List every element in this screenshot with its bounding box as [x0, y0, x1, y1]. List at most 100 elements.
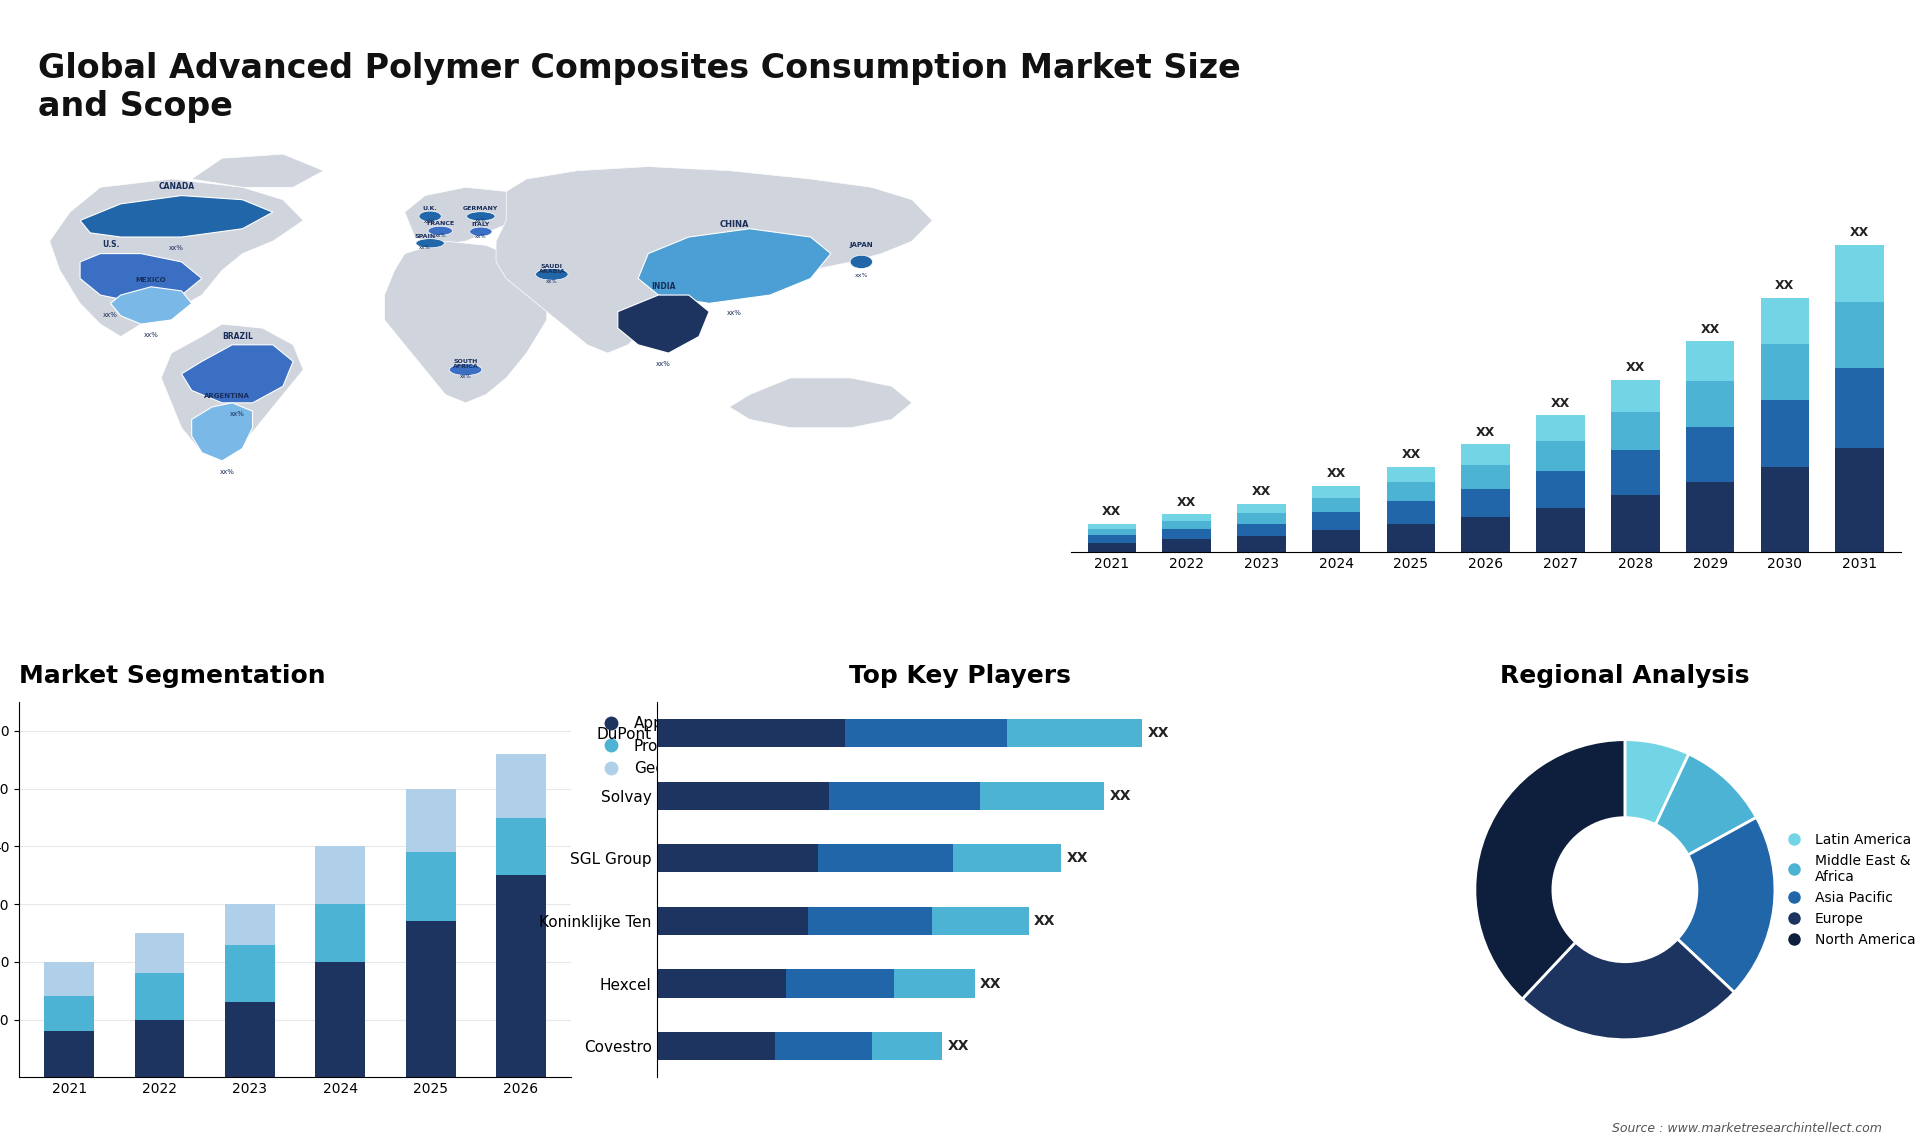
Bar — [657, 845, 818, 872]
Bar — [134, 933, 184, 973]
Text: ARABIA: ARABIA — [538, 268, 564, 274]
Text: U.K.: U.K. — [422, 206, 438, 211]
Text: INDIA: INDIA — [651, 282, 676, 291]
Bar — [1087, 524, 1137, 528]
Ellipse shape — [536, 268, 568, 280]
Title: Regional Analysis: Regional Analysis — [1500, 664, 1749, 688]
Text: Market Segmentation: Market Segmentation — [19, 664, 326, 688]
Bar — [1386, 524, 1436, 552]
Legend: Latin America, Middle East &
Africa, Asia Pacific, Europe, North America: Latin America, Middle East & Africa, Asi… — [1774, 827, 1920, 952]
Text: XX: XX — [1551, 397, 1571, 410]
Ellipse shape — [419, 211, 442, 221]
Ellipse shape — [467, 212, 495, 221]
Text: ARGENTINA: ARGENTINA — [204, 393, 250, 399]
Bar — [1087, 528, 1137, 535]
Text: AFRICA: AFRICA — [453, 364, 478, 369]
Text: GERMANY: GERMANY — [463, 206, 499, 212]
Bar — [1236, 524, 1286, 536]
Text: xx%: xx% — [545, 278, 557, 283]
Bar — [1686, 482, 1734, 552]
Text: CANADA: CANADA — [157, 182, 194, 191]
Text: xx%: xx% — [459, 374, 472, 379]
Bar — [1761, 466, 1809, 552]
Bar — [1836, 245, 1884, 303]
Bar — [1386, 501, 1436, 524]
Bar — [1611, 449, 1659, 495]
Text: XX: XX — [1066, 851, 1089, 865]
Bar — [1087, 535, 1137, 542]
Text: xx%: xx% — [728, 309, 741, 315]
Ellipse shape — [428, 226, 453, 235]
Text: xx%: xx% — [419, 245, 430, 251]
Polygon shape — [81, 253, 202, 304]
Bar — [845, 720, 1008, 747]
Text: SOUTH: SOUTH — [453, 359, 478, 364]
Bar — [1836, 369, 1884, 448]
Bar — [1536, 508, 1584, 552]
Polygon shape — [81, 196, 273, 237]
Polygon shape — [618, 295, 708, 353]
Bar — [405, 921, 455, 1077]
Bar — [1761, 345, 1809, 400]
Bar — [134, 1020, 184, 1077]
Bar — [1087, 542, 1137, 552]
Bar — [657, 970, 785, 998]
Bar — [1162, 515, 1212, 521]
Text: Global Advanced Polymer Composites Consumption Market Size
and Scope: Global Advanced Polymer Composites Consu… — [38, 52, 1240, 123]
Text: XX: XX — [1252, 486, 1271, 499]
Bar — [808, 906, 931, 935]
Bar — [495, 876, 545, 1077]
Ellipse shape — [470, 227, 492, 236]
Bar — [225, 944, 275, 1003]
Bar — [1162, 521, 1212, 529]
Bar — [657, 720, 845, 747]
Bar — [1461, 489, 1509, 517]
Bar — [315, 904, 365, 961]
Bar — [895, 970, 975, 998]
Bar — [1611, 495, 1659, 552]
Bar — [1311, 497, 1361, 512]
Text: Source : www.marketresearchintellect.com: Source : www.marketresearchintellect.com — [1611, 1122, 1882, 1135]
Bar — [872, 1033, 943, 1060]
Bar — [1386, 481, 1436, 501]
Polygon shape — [192, 154, 324, 187]
Legend: Application, Product, Geography: Application, Product, Geography — [589, 709, 726, 783]
Text: XX: XX — [1476, 426, 1496, 439]
Bar — [1311, 486, 1361, 497]
Text: xx%: xx% — [169, 245, 184, 251]
Bar — [44, 961, 94, 997]
Bar — [657, 782, 829, 810]
Bar — [405, 853, 455, 921]
Text: xx%: xx% — [230, 411, 244, 417]
Bar — [1836, 303, 1884, 369]
Bar — [1761, 400, 1809, 466]
Text: XX: XX — [1776, 278, 1795, 292]
Text: XX: XX — [1402, 448, 1421, 461]
Ellipse shape — [851, 256, 872, 268]
Polygon shape — [182, 345, 294, 403]
Polygon shape — [161, 324, 303, 461]
Bar — [1311, 529, 1361, 552]
Text: MEXICO: MEXICO — [136, 276, 167, 283]
Text: XX: XX — [1035, 915, 1056, 928]
Polygon shape — [111, 286, 192, 324]
Bar — [1461, 445, 1509, 465]
Text: XX: XX — [1701, 323, 1720, 336]
Bar — [134, 973, 184, 1020]
Bar — [405, 788, 455, 853]
Text: XX: XX — [1102, 505, 1121, 518]
Wedge shape — [1678, 817, 1774, 992]
Text: FRANCE: FRANCE — [426, 220, 455, 226]
Bar — [1386, 466, 1436, 481]
Text: U.S.: U.S. — [102, 241, 119, 250]
Bar — [315, 961, 365, 1077]
Bar — [1236, 513, 1286, 524]
Bar — [829, 782, 981, 810]
Text: xx%: xx% — [104, 312, 117, 317]
Text: BRAZIL: BRAZIL — [223, 331, 253, 340]
Text: xx%: xx% — [657, 361, 670, 368]
Text: XX: XX — [1148, 727, 1169, 740]
Bar — [981, 782, 1104, 810]
Bar — [495, 817, 545, 876]
Text: XX: XX — [1110, 788, 1131, 803]
